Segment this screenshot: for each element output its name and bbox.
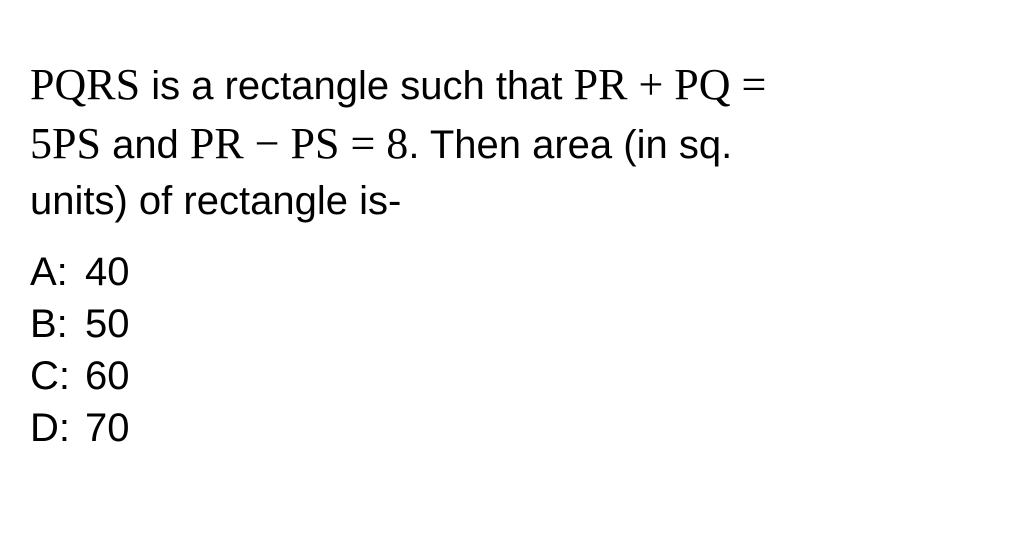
options-list: A: 40 B: 50 C: 60 D: 70	[30, 246, 994, 454]
option-a: A: 40	[30, 246, 994, 298]
question-text: PQRS is a rectangle such that PR + PQ = …	[30, 55, 994, 228]
math-eq2: PR − PS = 8	[190, 119, 408, 168]
option-value-b: 50	[85, 298, 130, 350]
option-value-a: 40	[85, 246, 130, 298]
option-letter-c: C:	[30, 350, 85, 402]
option-letter-b: B:	[30, 298, 85, 350]
text-segment-3: . Then area (in sq.	[408, 123, 732, 167]
math-pqrs: PQRS	[30, 60, 140, 109]
option-value-d: 70	[85, 402, 130, 454]
text-segment-2: and	[101, 123, 190, 167]
option-b: B: 50	[30, 298, 994, 350]
option-letter-d: D:	[30, 402, 85, 454]
option-letter-a: A:	[30, 246, 85, 298]
option-value-c: 60	[85, 350, 130, 402]
option-d: D: 70	[30, 402, 994, 454]
text-segment-1: is a rectangle such that	[140, 64, 574, 108]
math-eq1: PR + PQ =	[574, 60, 767, 109]
text-segment-4: units) of rectangle is-	[30, 179, 401, 223]
math-5ps: 5PS	[30, 119, 101, 168]
option-c: C: 60	[30, 350, 994, 402]
